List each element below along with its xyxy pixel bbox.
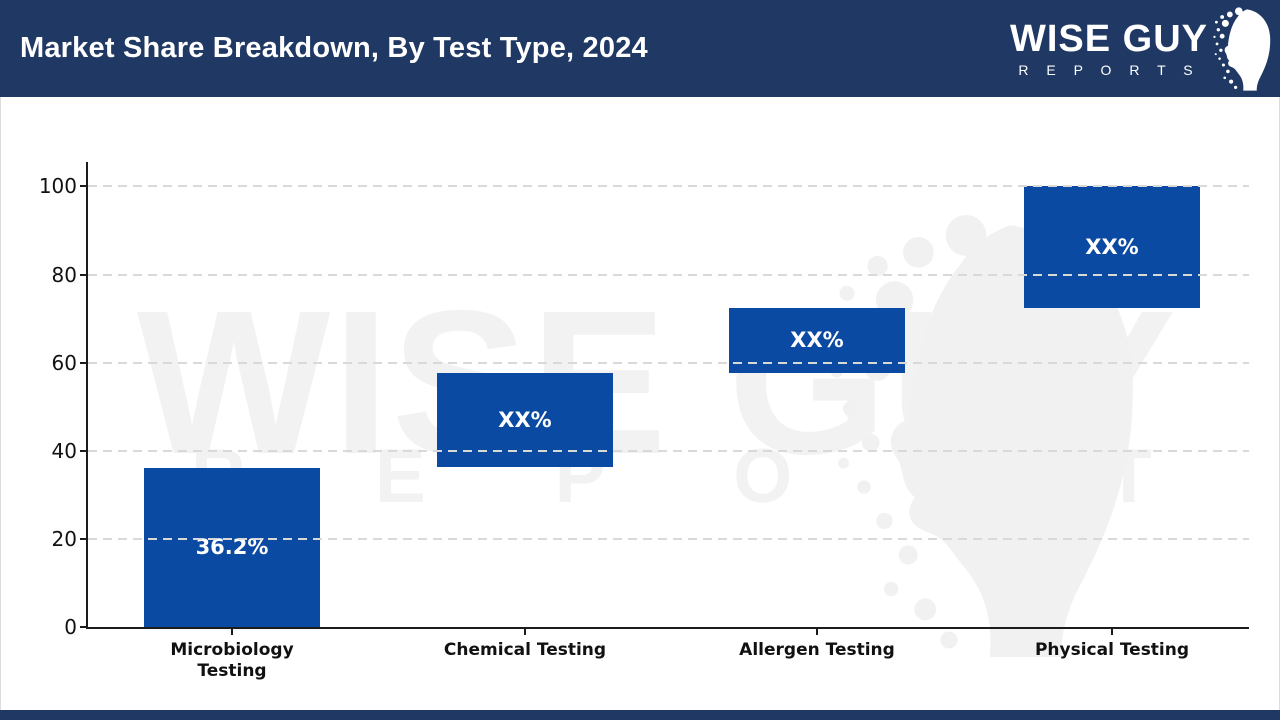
gridline-40 [88,449,1249,452]
brand-text: WISE GUY R E P O R T S [1010,19,1208,79]
y-tickmark-60 [80,361,88,364]
x-tickmark-3 [1111,629,1113,635]
gridline-80 [88,273,1249,276]
bar-physical-testing: XX% [1024,186,1200,308]
y-tickmark-0 [80,626,88,628]
y-tick-label-20: 20 [51,526,77,551]
gridline-100 [88,185,1249,188]
x-tick-label-2: Allergen Testing [739,640,895,660]
bar-value-label: XX% [1085,235,1139,260]
bar-value-label: XX% [790,328,844,353]
bar-chemical-testing: XX% [437,372,613,468]
brand-logo: WISE GUY R E P O R T S [1010,4,1274,94]
y-tickmark-40 [80,449,88,452]
y-tick-label-100: 100 [38,174,77,199]
y-tick-label-0: 0 [64,615,77,639]
gridline-20 [88,537,1249,540]
x-axis-line [86,627,1249,629]
y-tick-label-40: 40 [51,438,77,463]
x-tick-label-1: Chemical Testing [443,640,607,660]
gridline-60 [88,361,1249,364]
x-tick-label-3: Physical Testing [1034,640,1190,660]
brand-subname: R E P O R T S [1018,62,1200,78]
y-axis-line [86,162,88,629]
chart-title: Market Share Breakdown, By Test Type, 20… [20,32,648,64]
y-tickmark-100 [80,185,88,188]
x-tickmark-1 [524,629,526,635]
header-bar: Market Share Breakdown, By Test Type, 20… [0,0,1280,97]
bar-microbiology-testing: 36.2% [144,467,320,627]
y-tick-label-60: 60 [51,350,77,375]
y-tick-label-80: 80 [51,262,77,287]
x-tick-label-0: Microbiology Testing [170,640,294,681]
bar-value-label: XX% [498,408,552,433]
y-tickmark-20 [80,537,88,540]
brand-name: WISE GUY [1009,18,1208,60]
wiseguy-face-icon [1210,6,1274,92]
x-tickmark-0 [231,629,233,635]
x-tickmark-2 [816,629,818,635]
y-tickmark-80 [80,273,88,276]
footer-bar [0,710,1280,720]
chart-area: WISE GUY R E P O R T S 0 20 40 60 80 100 36.2%… [0,97,1280,710]
